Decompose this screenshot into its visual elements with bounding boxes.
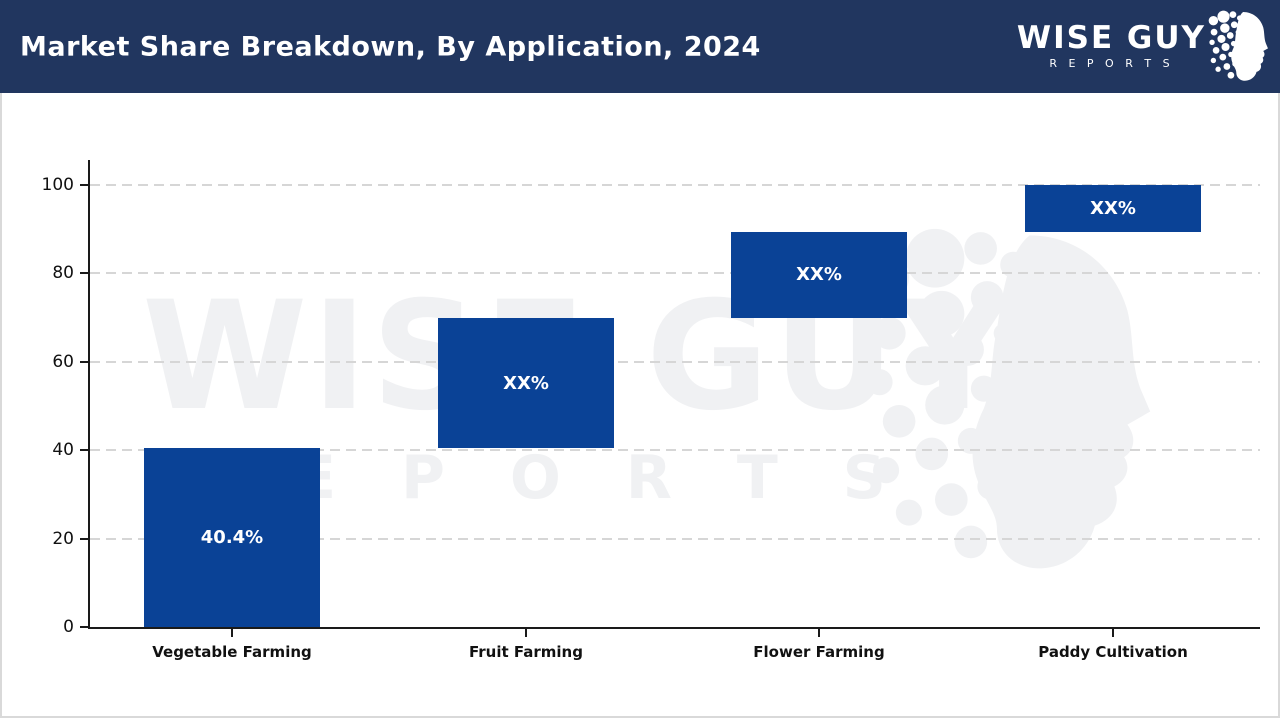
grid-line [90,537,1260,540]
bar: XX% [731,232,907,318]
grid-line [90,449,1260,452]
x-tick-mark [231,629,233,637]
bar-value-label: 40.4% [200,527,264,549]
y-tick-label: 60 [52,351,74,372]
y-tick-label: 40 [52,440,74,461]
x-tick-mark [525,629,527,637]
x-tick-mark [1112,629,1114,637]
x-axis-line [88,627,1260,629]
y-tick-mark [80,360,90,363]
x-category-label: Fruit Farming [469,643,583,661]
bar-value-label: XX% [503,372,549,394]
y-axis-line [88,160,90,629]
y-tick-mark [80,184,90,186]
bar-value-label: XX% [796,264,842,286]
y-tick-mark [80,272,90,275]
header-bar: Market Share Breakdown, By Application, … [0,0,1280,93]
y-tick-label: 20 [52,528,74,549]
x-category-label: Vegetable Farming [152,643,312,661]
y-tick-mark [80,449,90,452]
y-tick-label: 0 [63,617,74,637]
x-tick-mark [818,629,820,637]
plot-area: 0 20 40 60 80 100 40.4% Vegetable Farming XX% Fru… [2,93,1278,716]
bar-value-label: XX% [1090,198,1136,220]
bar: XX% [438,317,614,449]
y-tick-mark [80,537,90,540]
chart-panel: WISE GUY R E P O R T S 0 20 40 60 80 100 40.4%… [0,93,1280,718]
x-category-label: Flower Farming [753,643,885,661]
page-title: Market Share Breakdown, By Application, … [20,31,761,62]
y-tick-label: 80 [52,263,74,284]
bar: XX% [1025,185,1201,233]
brand-name: WISE GUY [1016,20,1206,56]
grid-line [90,184,1260,186]
x-category-label: Paddy Cultivation [1038,643,1188,661]
bar: 40.4% [144,448,320,627]
y-tick-label: 100 [41,175,74,195]
brand-logo: WISE GUY R E P O R T S [1017,0,1270,93]
grid-line [90,360,1260,363]
y-tick-mark [80,626,90,628]
grid-line [90,272,1260,275]
brand-subtitle: R E P O R T S [1049,57,1174,70]
wise-guy-face-icon [1208,9,1270,85]
brand-logo-text: WISE GUY R E P O R T S [1016,20,1206,71]
